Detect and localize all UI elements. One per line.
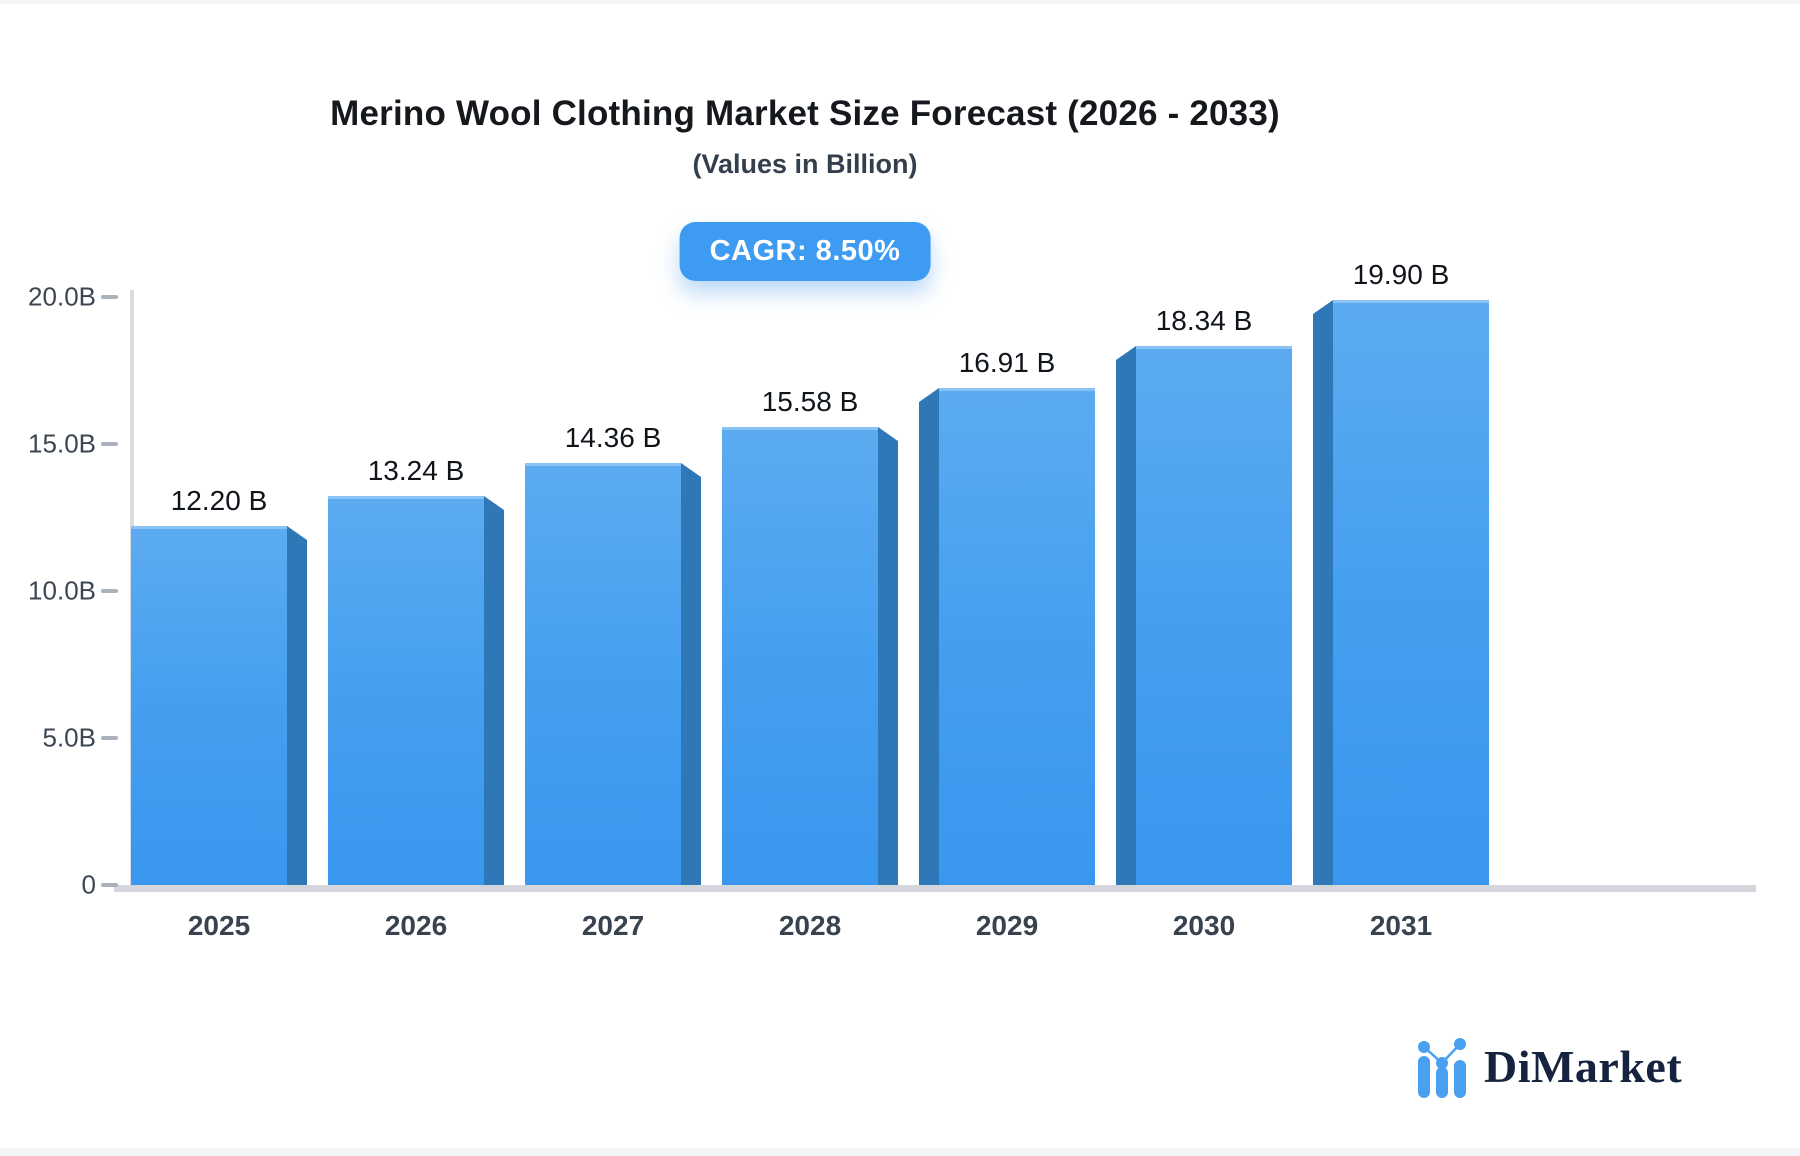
bar-face[interactable] <box>1136 346 1292 885</box>
bar-2031[interactable] <box>1313 300 1489 885</box>
bar-side-shade <box>287 526 307 885</box>
x-category-label: 2028 <box>778 910 842 941</box>
bar-value-label: 15.58 B <box>761 386 859 417</box>
y-tick-label: 10.0B <box>28 575 96 606</box>
y-tick-dash <box>101 295 118 299</box>
x-category-label: 2027 <box>581 910 645 941</box>
bar-2025[interactable] <box>131 526 307 885</box>
bar-2026[interactable] <box>328 496 504 885</box>
bar-side-shade <box>681 463 701 885</box>
bar-face[interactable] <box>131 526 287 885</box>
y-tick-label: 20.0B <box>28 281 96 312</box>
bar-2029[interactable] <box>919 388 1095 885</box>
y-tick-dash <box>101 883 118 887</box>
bar-value-label: 18.34 B <box>1155 305 1253 336</box>
bar-side-shade <box>484 496 504 885</box>
bar-face[interactable] <box>1333 300 1489 885</box>
y-tick-dash <box>101 589 118 593</box>
bar-value-label: 12.20 B <box>170 485 268 516</box>
bar-line-chart-icon <box>1418 1038 1466 1098</box>
bar-face[interactable] <box>328 496 484 885</box>
bar-side-shade <box>919 388 939 885</box>
y-tick-dash <box>101 442 118 446</box>
x-category-label: 2025 <box>187 910 251 941</box>
page-edge-top <box>0 0 1800 4</box>
page-edge-bottom <box>0 1148 1800 1156</box>
bar-face[interactable] <box>525 463 681 885</box>
y-tick-label: 5.0B <box>42 722 97 753</box>
y-tick-label: 15.0B <box>28 428 96 459</box>
y-tick-dash <box>101 736 118 740</box>
bar-side-shade <box>878 427 898 885</box>
x-category-label: 2026 <box>384 910 448 941</box>
bar-2028[interactable] <box>722 427 898 885</box>
y-tick-label: 0 <box>81 869 96 900</box>
brand-name: DiMarket <box>1484 1041 1683 1092</box>
x-category-label: 2029 <box>975 910 1039 941</box>
cagr-badge: CAGR: 8.50% <box>679 222 931 281</box>
chart-title: Merino Wool Clothing Market Size Forecas… <box>330 94 1280 133</box>
brand-logo: DiMarket <box>1412 1036 1682 1098</box>
bar-face[interactable] <box>722 427 878 885</box>
x-axis-line <box>114 885 1756 892</box>
bar-value-label: 19.90 B <box>1352 259 1450 290</box>
bar-value-label: 14.36 B <box>564 422 662 453</box>
bar-face[interactable] <box>939 388 1095 885</box>
bar-value-label: 16.91 B <box>958 347 1056 378</box>
bar-side-shade <box>1116 346 1136 885</box>
bar-value-label: 13.24 B <box>367 455 465 486</box>
bar-side-shade <box>1313 300 1333 885</box>
chart-subtitle: (Values in Billion) <box>692 149 918 179</box>
bar-2030[interactable] <box>1116 346 1292 885</box>
x-category-label: 2030 <box>1172 910 1236 941</box>
bar-2027[interactable] <box>525 463 701 885</box>
x-category-label: 2031 <box>1369 910 1433 941</box>
